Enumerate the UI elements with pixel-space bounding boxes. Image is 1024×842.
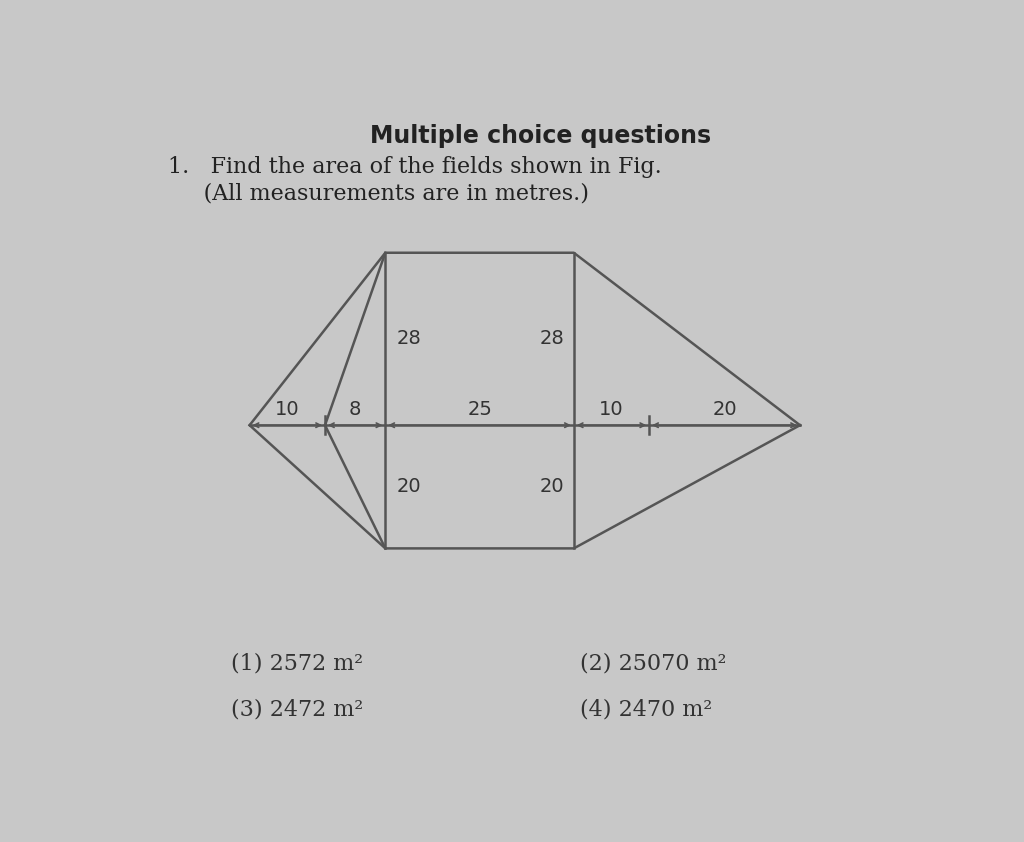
Text: 10: 10 [275, 399, 300, 418]
Text: 20: 20 [397, 477, 422, 496]
Text: (1) 2572 m²: (1) 2572 m² [231, 653, 364, 674]
Text: (2) 25070 m²: (2) 25070 m² [581, 653, 727, 674]
Text: Multiple choice questions: Multiple choice questions [370, 124, 712, 147]
Text: (All measurements are in metres.): (All measurements are in metres.) [168, 182, 589, 204]
Text: 8: 8 [349, 399, 361, 418]
Text: (3) 2472 m²: (3) 2472 m² [231, 698, 364, 720]
Text: 10: 10 [599, 399, 624, 418]
Text: 20: 20 [540, 477, 564, 496]
Text: 28: 28 [397, 329, 422, 349]
Text: 20: 20 [713, 399, 737, 418]
Text: 1.   Find the area of the fields shown in Fig.: 1. Find the area of the fields shown in … [168, 156, 662, 179]
Text: 28: 28 [540, 329, 564, 349]
Text: 25: 25 [467, 399, 492, 418]
Text: (4) 2470 m²: (4) 2470 m² [581, 698, 713, 720]
